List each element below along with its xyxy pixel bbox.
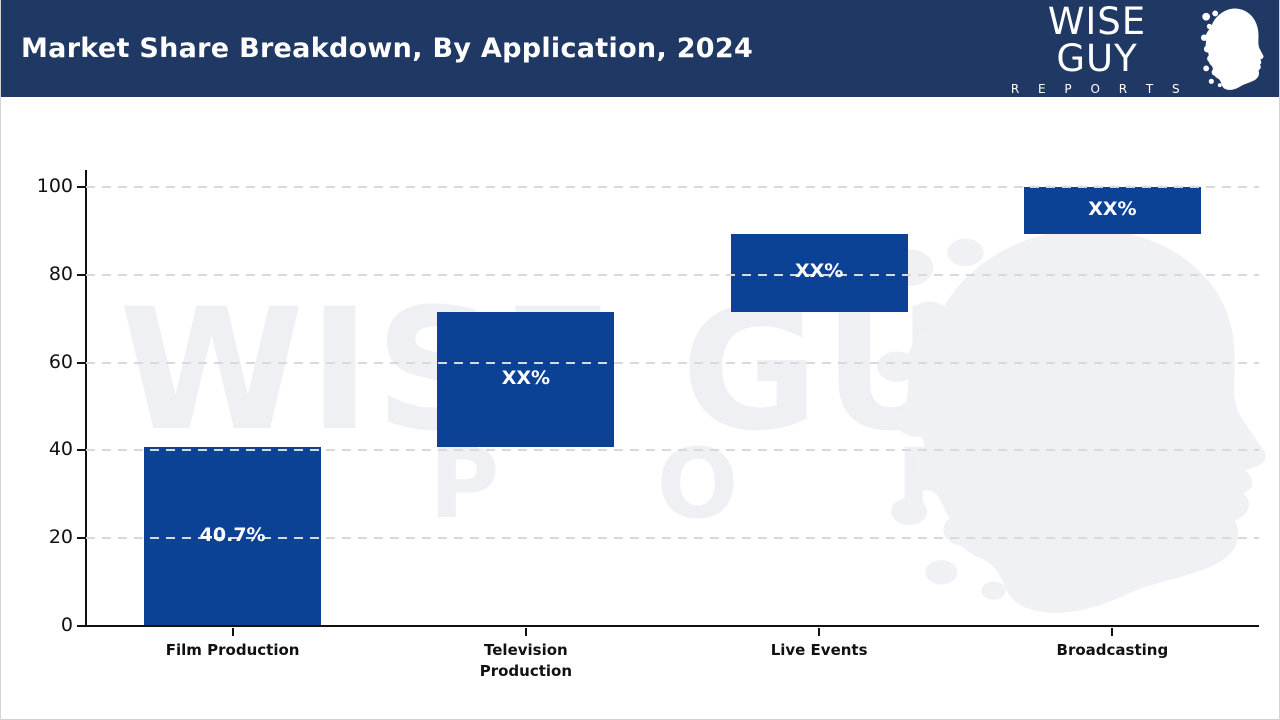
bar-film-production bbox=[144, 447, 322, 626]
bar-value-label-live-events: XX% bbox=[794, 260, 844, 283]
watermark-head-icon bbox=[877, 229, 1266, 613]
x-axis-spine bbox=[85, 625, 1259, 627]
y-axis-tick-80 bbox=[77, 273, 85, 276]
y-axis-tick-label-80: 80 bbox=[48, 262, 73, 285]
gridline-80 bbox=[86, 273, 1259, 276]
y-axis-tick-label-0: 0 bbox=[60, 614, 73, 636]
logo-text: WISE GUY R E P O R T S bbox=[1001, 3, 1193, 95]
bar-value-label-broadcasting: XX% bbox=[1088, 197, 1137, 220]
bar-value-label-film-production: 40.7% bbox=[199, 523, 266, 546]
bar-value-label-television-production: XX% bbox=[501, 366, 551, 389]
bar-live-events bbox=[730, 233, 908, 313]
bar-television-production bbox=[437, 312, 615, 448]
y-axis-tick-100 bbox=[77, 186, 85, 188]
x-axis-tick-television-production bbox=[524, 628, 527, 636]
logo-wordmark: WISE GUY bbox=[1047, 0, 1147, 80]
x-axis-tick-broadcasting bbox=[1111, 628, 1114, 636]
page-title: Market Share Breakdown, By Application, … bbox=[21, 33, 754, 64]
y-axis-tick-20 bbox=[77, 537, 85, 540]
gridline-40 bbox=[86, 449, 1259, 452]
x-category-label-television-production: Television Production bbox=[479, 641, 573, 680]
x-axis-tick-live-events bbox=[818, 628, 821, 636]
logo-head-icon bbox=[1200, 8, 1264, 90]
y-axis-spine bbox=[85, 170, 87, 627]
y-axis-tick-label-60: 60 bbox=[48, 350, 73, 373]
gridline-20 bbox=[86, 537, 1259, 540]
y-axis-tick-label-20: 20 bbox=[48, 526, 73, 549]
x-axis-tick-film-production bbox=[231, 628, 234, 636]
y-axis-tick-0 bbox=[77, 625, 85, 627]
x-category-label-film-production: Film Production bbox=[165, 641, 300, 659]
gridline-60 bbox=[86, 361, 1259, 364]
y-axis-tick-label-40: 40 bbox=[48, 438, 73, 461]
x-category-label-live-events: Live Events bbox=[770, 641, 868, 659]
bar-broadcasting bbox=[1023, 187, 1201, 234]
header-band: Market Share Breakdown, By Application, … bbox=[1, 0, 1279, 97]
wise-guy-reports-logo: WISE GUY R E P O R T S bbox=[1001, 3, 1269, 95]
y-axis-tick-label-100: 100 bbox=[36, 175, 73, 197]
gridline-100 bbox=[86, 186, 1259, 188]
y-axis-tick-60 bbox=[77, 361, 85, 364]
x-category-label-broadcasting: Broadcasting bbox=[1056, 641, 1169, 659]
y-axis-tick-40 bbox=[77, 449, 85, 452]
logo-subtitle: R E P O R T S bbox=[1010, 82, 1188, 96]
